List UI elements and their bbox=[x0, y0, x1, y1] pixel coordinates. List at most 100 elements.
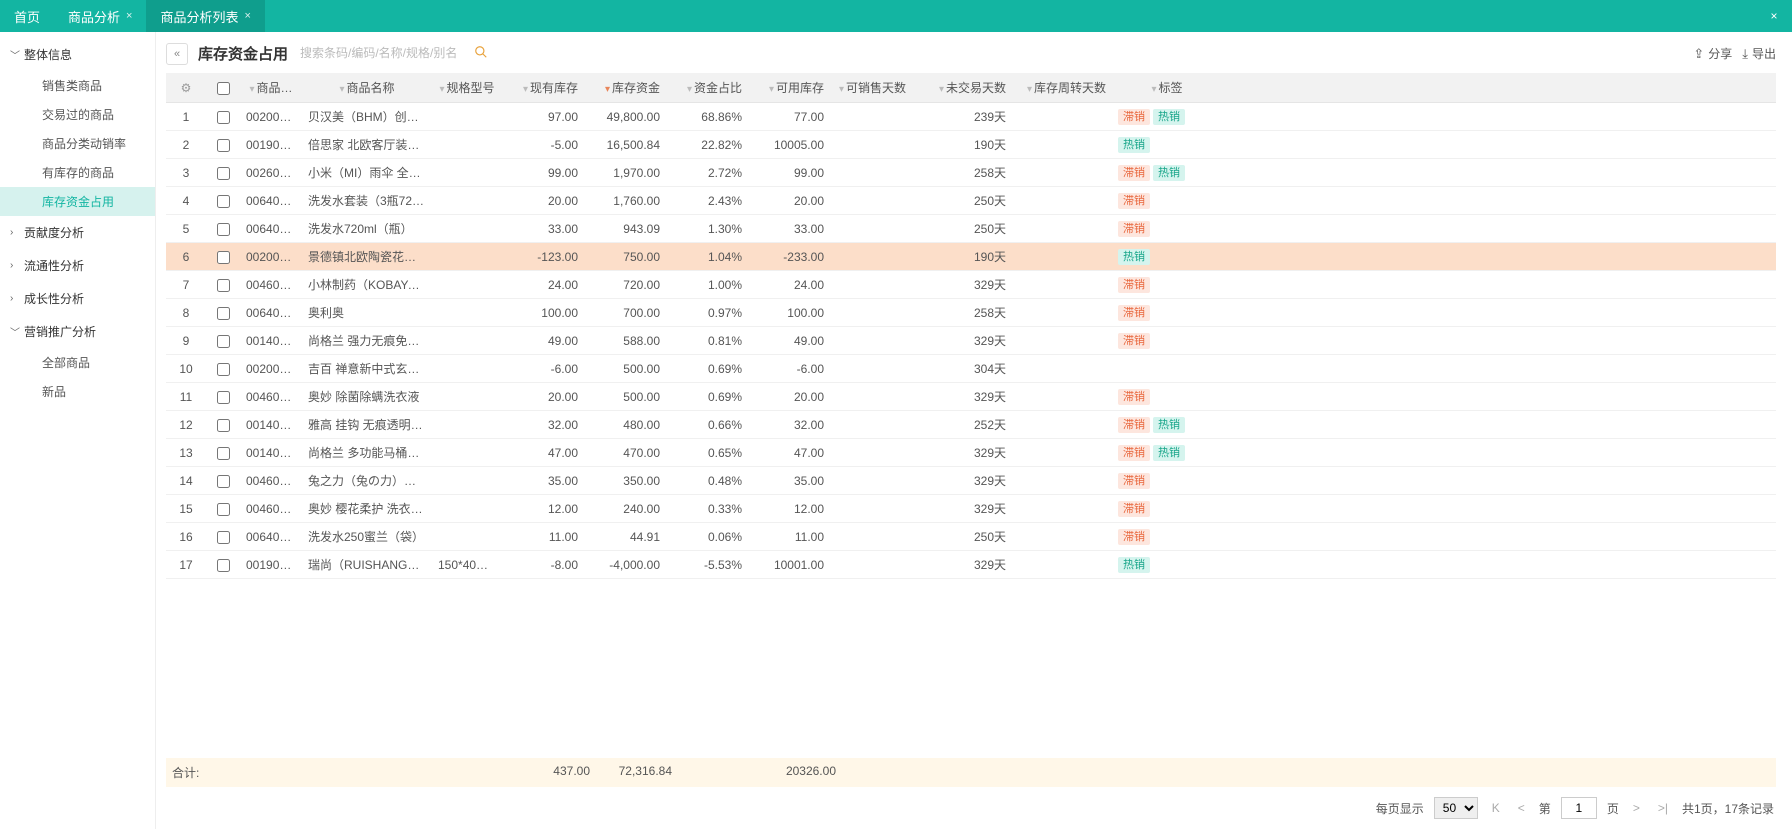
share-button[interactable]: ⇪ 分享 bbox=[1693, 45, 1732, 62]
table-row[interactable]: 16006400…洗发水250蜜兰（袋）11.0044.910.06%11.00… bbox=[166, 523, 1776, 551]
table-row[interactable]: 11004600…奥妙 除菌除螨洗衣液20.00500.000.69%20.00… bbox=[166, 383, 1776, 411]
table-row[interactable]: 17001900…瑞尚（RUISHANG）卧室装150*40厘米-8.00-4,… bbox=[166, 551, 1776, 579]
sidebar-item-商品分类动销率[interactable]: 商品分类动销率 bbox=[0, 129, 155, 158]
sidebar-item-有库存的商品[interactable]: 有库存的商品 bbox=[0, 158, 155, 187]
last-page-button[interactable]: >| bbox=[1654, 801, 1672, 815]
cell-stock: -8.00 bbox=[502, 551, 584, 579]
cell-chk bbox=[206, 495, 240, 523]
table-row[interactable]: 13001400…尚格兰 多功能马桶刷套装 带47.00470.000.65%4… bbox=[166, 439, 1776, 467]
cell-tags: 滞销 bbox=[1112, 383, 1222, 411]
cell-pad bbox=[1222, 327, 1776, 355]
row-checkbox[interactable] bbox=[217, 503, 230, 516]
cell-idx: 17 bbox=[166, 551, 206, 579]
table-row[interactable]: 8006400…奥利奥100.00700.000.97%100.00258天滞销 bbox=[166, 299, 1776, 327]
collapse-sidebar-button[interactable]: « bbox=[166, 43, 188, 65]
cell-spec bbox=[432, 411, 502, 439]
col-notx[interactable]: ▾未交易天数 bbox=[912, 73, 1012, 103]
sidebar-item-新品[interactable]: 新品 bbox=[0, 377, 155, 406]
search-icon[interactable] bbox=[474, 45, 488, 62]
row-checkbox[interactable] bbox=[217, 307, 230, 320]
row-checkbox[interactable] bbox=[217, 167, 230, 180]
table-header-row: ⚙ ▾商品…▾商品名称▾规格型号▾现有库存▾库存资金▾资金占比▾可用库存▾可销售天… bbox=[166, 73, 1776, 103]
cell-stock: 24.00 bbox=[502, 271, 584, 299]
table-row[interactable]: 7004600…小林制药（KOBAYASHI）E24.00720.001.00%… bbox=[166, 271, 1776, 299]
tag-re: 热销 bbox=[1153, 445, 1185, 461]
sidebar-item-交易过的商品[interactable]: 交易过的商品 bbox=[0, 100, 155, 129]
row-checkbox[interactable] bbox=[217, 391, 230, 404]
sidebar-item-销售类商品[interactable]: 销售类商品 bbox=[0, 71, 155, 100]
col-spec[interactable]: ▾规格型号 bbox=[432, 73, 502, 103]
cell-sell bbox=[830, 467, 912, 495]
cell-spec bbox=[432, 131, 502, 159]
sidebar-group-营销推广分析[interactable]: ﹀营销推广分析 bbox=[0, 315, 155, 348]
cell-spec bbox=[432, 271, 502, 299]
table-row[interactable]: 5006400…洗发水720ml（瓶）33.00943.091.30%33.00… bbox=[166, 215, 1776, 243]
table-row[interactable]: 14004600…兔之力（兔の力）粘毛器粘35.00350.000.48%35.… bbox=[166, 467, 1776, 495]
sidebar-item-全部商品[interactable]: 全部商品 bbox=[0, 348, 155, 377]
sidebar-group-流通性分析[interactable]: ›流通性分析 bbox=[0, 249, 155, 282]
col-avail[interactable]: ▾可用库存 bbox=[748, 73, 830, 103]
row-checkbox[interactable] bbox=[217, 251, 230, 264]
tab-商品分析列表[interactable]: 商品分析列表× bbox=[146, 0, 264, 32]
per-page-select[interactable]: 50 bbox=[1434, 797, 1478, 819]
col-stock[interactable]: ▾现有库存 bbox=[502, 73, 584, 103]
cell-name: 洗发水套装（3瓶720ml+1） bbox=[302, 187, 432, 215]
search-input[interactable] bbox=[298, 42, 468, 65]
table-row[interactable]: 2001900…倍思家 北欧客厅装饰画卧室-5.0016,500.8422.82… bbox=[166, 131, 1776, 159]
cell-tags: 滞销 bbox=[1112, 327, 1222, 355]
table-row[interactable]: 15004600…奥妙 樱花柔护 洗衣凝珠 1012.00240.000.33%… bbox=[166, 495, 1776, 523]
gear-icon[interactable]: ⚙ bbox=[181, 81, 192, 95]
cell-avail: 47.00 bbox=[748, 439, 830, 467]
row-checkbox[interactable] bbox=[217, 559, 230, 572]
table-row[interactable]: 9001400…尚格兰 强力无痕免打孔浴室49.00588.000.81%49.… bbox=[166, 327, 1776, 355]
cell-sell bbox=[830, 355, 912, 383]
close-all-icon[interactable]: × bbox=[1756, 0, 1792, 32]
row-checkbox[interactable] bbox=[217, 279, 230, 292]
table-row[interactable]: 1002000…贝汉美（BHM）创意北欧风97.0049,800.0068.86… bbox=[166, 103, 1776, 131]
share-icon: ⇪ bbox=[1693, 46, 1704, 62]
row-checkbox[interactable] bbox=[217, 195, 230, 208]
row-checkbox[interactable] bbox=[217, 335, 230, 348]
sidebar-group-整体信息[interactable]: ﹀整体信息 bbox=[0, 38, 155, 71]
cell-pad bbox=[1222, 271, 1776, 299]
row-checkbox[interactable] bbox=[217, 139, 230, 152]
cell-code: 002000… bbox=[240, 355, 302, 383]
row-checkbox[interactable] bbox=[217, 475, 230, 488]
sort-icon: ▾ bbox=[1151, 84, 1156, 95]
col-tags[interactable]: ▾标签 bbox=[1112, 73, 1222, 103]
row-checkbox[interactable] bbox=[217, 531, 230, 544]
sidebar-group-贡献度分析[interactable]: ›贡献度分析 bbox=[0, 216, 155, 249]
cell-notx: 258天 bbox=[912, 299, 1012, 327]
col-turn[interactable]: ▾库存周转天数 bbox=[1012, 73, 1112, 103]
sidebar-item-库存资金占用[interactable]: 库存资金占用 bbox=[0, 187, 155, 216]
col-name[interactable]: ▾商品名称 bbox=[302, 73, 432, 103]
next-page-button[interactable]: > bbox=[1629, 801, 1644, 815]
row-checkbox[interactable] bbox=[217, 111, 230, 124]
col-code[interactable]: ▾商品… bbox=[240, 73, 302, 103]
cell-stock: 20.00 bbox=[502, 187, 584, 215]
col-fund[interactable]: ▾库存资金 bbox=[584, 73, 666, 103]
close-tab-icon[interactable]: × bbox=[244, 10, 250, 22]
tab-首页[interactable]: 首页 bbox=[0, 0, 54, 32]
export-button[interactable]: ⤓ 导出 bbox=[1742, 45, 1776, 62]
table-row[interactable]: 10002000…吉百 禅意新中式玄关摆件客-6.00500.000.69%-6… bbox=[166, 355, 1776, 383]
row-checkbox[interactable] bbox=[217, 223, 230, 236]
cell-name: 奥妙 樱花柔护 洗衣凝珠 10 bbox=[302, 495, 432, 523]
row-checkbox[interactable] bbox=[217, 363, 230, 376]
tab-商品分析[interactable]: 商品分析× bbox=[54, 0, 146, 32]
col-sell[interactable]: ▾可销售天数 bbox=[830, 73, 912, 103]
row-checkbox[interactable] bbox=[217, 447, 230, 460]
close-tab-icon[interactable]: × bbox=[126, 10, 132, 22]
prev-page-button[interactable]: < bbox=[1514, 801, 1529, 815]
cell-avail: -233.00 bbox=[748, 243, 830, 271]
table-row[interactable]: 12001400…雅高 挂钩 无痕透明粘钩 强32.00480.000.66%3… bbox=[166, 411, 1776, 439]
table-row[interactable]: 3002600…小米（MI）雨伞 全自动折叠99.001,970.002.72%… bbox=[166, 159, 1776, 187]
select-all-checkbox[interactable] bbox=[217, 82, 230, 95]
table-row[interactable]: 6002000…景德镇北欧陶瓷花瓶摆件 仿-123.00750.001.04%-… bbox=[166, 243, 1776, 271]
row-checkbox[interactable] bbox=[217, 419, 230, 432]
first-page-button[interactable]: K bbox=[1488, 801, 1504, 815]
page-input[interactable] bbox=[1561, 797, 1597, 819]
sidebar-group-成长性分析[interactable]: ›成长性分析 bbox=[0, 282, 155, 315]
table-row[interactable]: 4006400…洗发水套装（3瓶720ml+1）20.001,760.002.4… bbox=[166, 187, 1776, 215]
col-ratio[interactable]: ▾资金占比 bbox=[666, 73, 748, 103]
